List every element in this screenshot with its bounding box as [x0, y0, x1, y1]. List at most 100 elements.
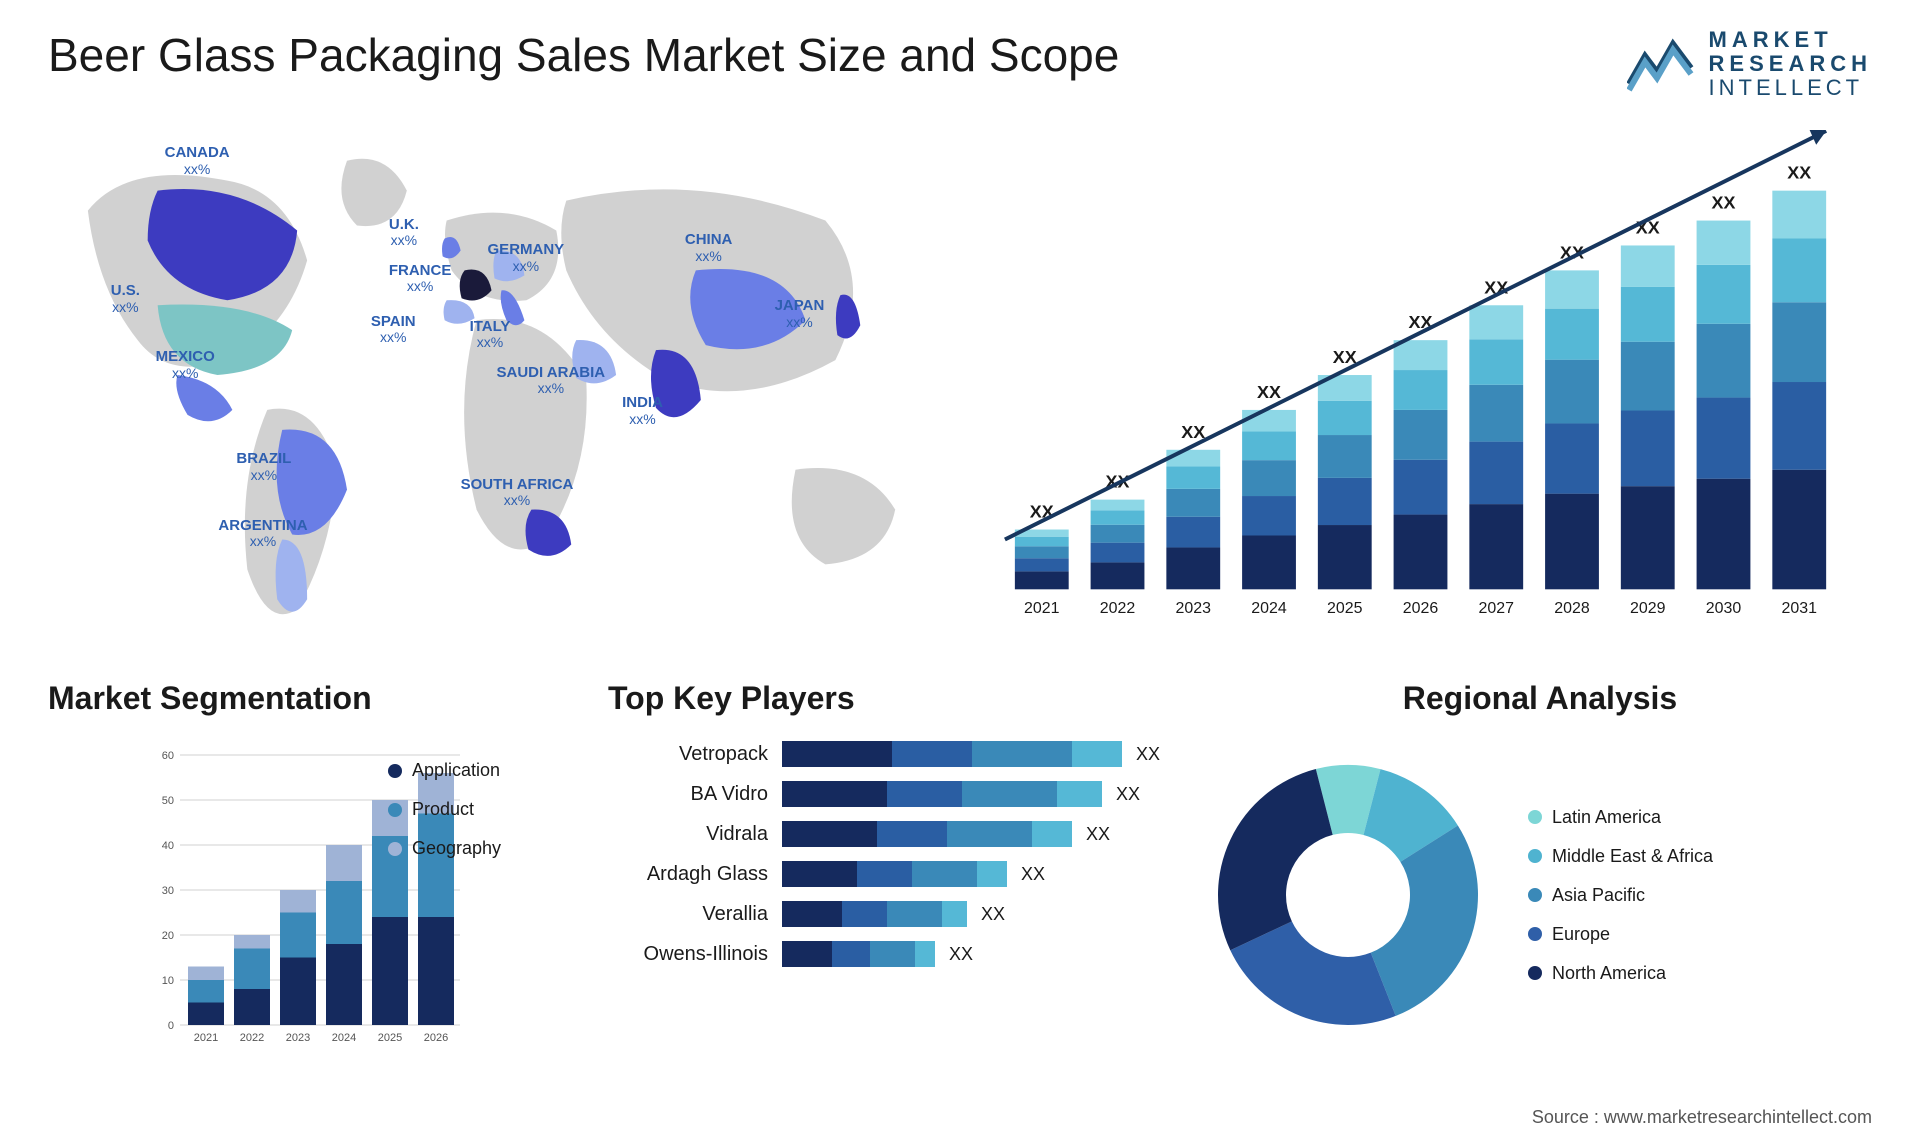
map-label-germany: GERMANYxx% — [488, 242, 565, 274]
player-value: XX — [1136, 744, 1160, 765]
player-bar — [782, 781, 1102, 807]
svg-text:XX: XX — [1787, 163, 1811, 183]
player-bar — [782, 741, 1122, 767]
player-row: BA Vidro XX — [608, 781, 1168, 807]
world-map-panel: CANADAxx% U.S.xx% MEXICOxx% BRAZILxx% ARGENT… — [48, 130, 945, 640]
bottom-row: Market Segmentation 0 10 20 30 40 50 60 2021 202… — [48, 680, 1872, 1080]
svg-text:2021: 2021 — [1024, 600, 1060, 617]
svg-text:2026: 2026 — [1403, 600, 1439, 617]
player-row: Vetropack XX — [608, 741, 1168, 767]
regional-legend-item: North America — [1528, 963, 1713, 984]
svg-text:2022: 2022 — [240, 1032, 264, 1044]
header: Beer Glass Packaging Sales Market Size a… — [48, 28, 1872, 101]
logo-text: MARKET RESEARCH INTELLECT — [1709, 28, 1872, 101]
player-value: XX — [949, 944, 973, 965]
player-row: Ardagh Glass XX — [608, 861, 1168, 887]
player-value: XX — [1116, 784, 1140, 805]
map-label-china: CHINAxx% — [685, 232, 733, 264]
player-name: Ardagh Glass — [608, 863, 768, 886]
svg-text:2028: 2028 — [1554, 600, 1590, 617]
player-bar — [782, 861, 1007, 887]
svg-text:XX: XX — [1181, 422, 1205, 442]
growth-chart-panel: XX2021XX2022XX2023XX2024XX2025XX2026XX20… — [975, 130, 1872, 640]
svg-text:2023: 2023 — [286, 1032, 310, 1044]
regional-legend: Latin America Middle East & Africa Asia Pa… — [1528, 807, 1713, 984]
map-label-argentina: ARGENTINAxx% — [218, 518, 307, 550]
map-label-italy: ITALYxx% — [470, 319, 511, 351]
map-label-u-s-: U.S.xx% — [111, 283, 140, 315]
svg-text:10: 10 — [162, 975, 174, 987]
player-value: XX — [1021, 864, 1045, 885]
svg-text:0: 0 — [168, 1020, 174, 1032]
source-attribution: Source : www.marketresearchintellect.com — [1532, 1107, 1872, 1128]
player-value: XX — [981, 904, 1005, 925]
svg-text:2025: 2025 — [1327, 600, 1363, 617]
svg-text:2024: 2024 — [332, 1032, 356, 1044]
svg-text:2023: 2023 — [1176, 600, 1212, 617]
map-label-india: INDIAxx% — [622, 395, 663, 427]
key-players-title: Top Key Players — [608, 680, 1168, 717]
regional-content: Latin America Middle East & Africa Asia Pa… — [1208, 735, 1872, 1055]
svg-text:2030: 2030 — [1706, 600, 1742, 617]
player-name: Vidrala — [608, 823, 768, 846]
key-players-panel: Top Key Players VetropackXXBA VidroXXVid… — [608, 680, 1168, 1080]
regional-panel: Regional Analysis Latin America Middle Ea… — [1208, 680, 1872, 1080]
map-label-canada: CANADAxx% — [165, 145, 230, 177]
map-label-japan: JAPANxx% — [775, 298, 825, 330]
svg-text:2027: 2027 — [1479, 600, 1515, 617]
svg-text:30: 30 — [162, 885, 174, 897]
player-value: XX — [1086, 824, 1110, 845]
logo-line-3: INTELLECT — [1709, 76, 1872, 100]
key-players-list: VetropackXXBA VidroXXVidralaXXArdagh Gla… — [608, 735, 1168, 967]
player-row: Owens-Illinois XX — [608, 941, 1168, 967]
logo-icon — [1627, 34, 1695, 94]
map-label-mexico: MEXICOxx% — [156, 349, 215, 381]
svg-text:60: 60 — [162, 750, 174, 762]
svg-text:XX: XX — [1257, 382, 1281, 402]
svg-text:2024: 2024 — [1251, 600, 1287, 617]
player-bar — [782, 941, 935, 967]
map-label-saudi-arabia: SAUDI ARABIAxx% — [497, 365, 606, 397]
player-name: BA Vidro — [608, 783, 768, 806]
brand-logo: MARKET RESEARCH INTELLECT — [1627, 28, 1872, 101]
svg-text:2025: 2025 — [378, 1032, 402, 1044]
regional-donut — [1208, 755, 1488, 1035]
seg-legend-item: Application — [388, 760, 501, 781]
svg-text:2031: 2031 — [1782, 600, 1818, 617]
regional-legend-item: Europe — [1528, 924, 1713, 945]
player-bar — [782, 821, 1072, 847]
player-row: Vidrala XX — [608, 821, 1168, 847]
player-name: Vetropack — [608, 743, 768, 766]
segmentation-title: Market Segmentation — [48, 680, 568, 717]
svg-text:XX: XX — [1712, 193, 1736, 213]
regional-legend-item: Latin America — [1528, 807, 1713, 828]
map-label-france: FRANCExx% — [389, 263, 452, 295]
player-name: Verallia — [608, 903, 768, 926]
seg-legend-item: Geography — [388, 838, 501, 859]
top-row: CANADAxx% U.S.xx% MEXICOxx% BRAZILxx% ARGENT… — [48, 130, 1872, 640]
growth-chart: XX2021XX2022XX2023XX2024XX2025XX2026XX20… — [975, 130, 1872, 640]
map-label-spain: SPAINxx% — [371, 314, 416, 346]
map-label-brazil: BRAZILxx% — [236, 451, 291, 483]
svg-text:2026: 2026 — [424, 1032, 448, 1044]
player-name: Owens-Illinois — [608, 943, 768, 966]
svg-text:2029: 2029 — [1630, 600, 1666, 617]
svg-text:20: 20 — [162, 930, 174, 942]
segmentation-legend: Application Product Geography — [388, 760, 501, 859]
regional-legend-item: Middle East & Africa — [1528, 846, 1713, 867]
logo-line-1: MARKET — [1709, 28, 1872, 52]
seg-legend-item: Product — [388, 799, 501, 820]
svg-text:2022: 2022 — [1100, 600, 1136, 617]
player-row: Verallia XX — [608, 901, 1168, 927]
svg-text:2021: 2021 — [194, 1032, 218, 1044]
player-bar — [782, 901, 967, 927]
regional-legend-item: Asia Pacific — [1528, 885, 1713, 906]
svg-text:40: 40 — [162, 840, 174, 852]
regional-title: Regional Analysis — [1208, 680, 1872, 717]
map-label-u-k-: U.K.xx% — [389, 217, 419, 249]
map-label-south-africa: SOUTH AFRICAxx% — [461, 477, 574, 509]
logo-line-2: RESEARCH — [1709, 52, 1872, 76]
svg-text:50: 50 — [162, 795, 174, 807]
page-title: Beer Glass Packaging Sales Market Size a… — [48, 28, 1119, 82]
segmentation-panel: Market Segmentation 0 10 20 30 40 50 60 2021 202… — [48, 680, 568, 1080]
